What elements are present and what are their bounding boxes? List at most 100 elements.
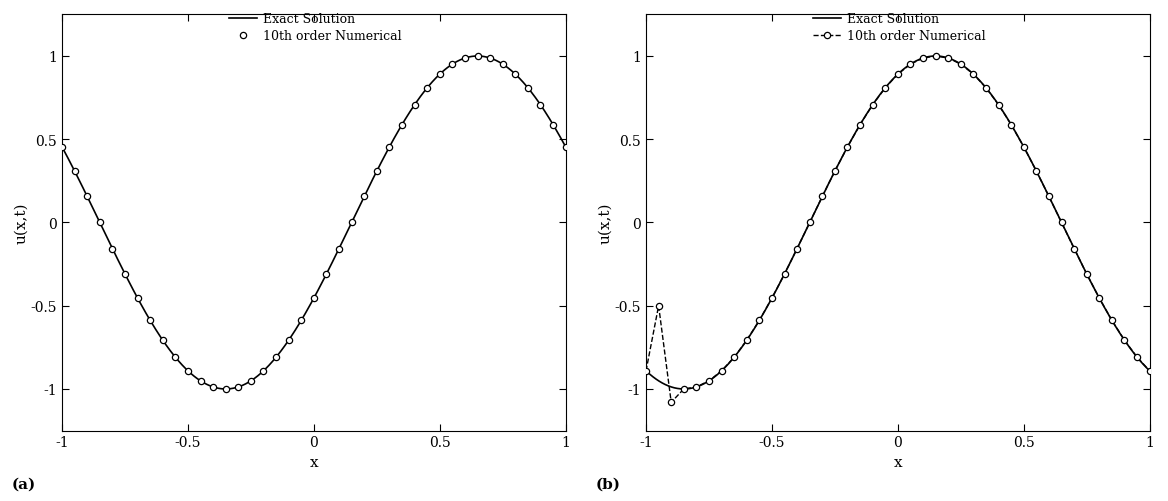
Exact Solution [639, 368, 653, 374]
10th order Numerical [916, 56, 930, 62]
10th order Numerical [676, 386, 690, 392]
10th order Numerical [458, 56, 472, 62]
10th order Numerical [815, 194, 829, 200]
Exact Solution [471, 54, 485, 60]
Line: 10th order Numerical: 10th order Numerical [642, 54, 1153, 406]
10th order Numerical [903, 62, 917, 68]
10th order Numerical [257, 368, 271, 374]
Text: (a): (a) [12, 476, 36, 490]
10th order Numerical [218, 386, 232, 392]
Exact Solution [1142, 368, 1156, 374]
Exact Solution [1133, 357, 1147, 363]
Exact Solution [356, 197, 370, 203]
10th order Numerical [307, 296, 321, 302]
10th order Numerical [521, 86, 535, 92]
10th order Numerical [739, 338, 753, 344]
Exact Solution [218, 386, 232, 392]
10th order Numerical [891, 72, 905, 78]
10th order Numerical [1118, 338, 1132, 344]
Exact Solution [929, 54, 943, 60]
10th order Numerical [1055, 220, 1069, 226]
10th order Numerical [118, 272, 132, 278]
10th order Numerical [281, 338, 296, 344]
Exact Solution [912, 57, 926, 63]
Exact Solution [549, 127, 563, 133]
10th order Numerical [558, 145, 572, 151]
Line: Exact Solution: Exact Solution [646, 57, 1149, 389]
10th order Numerical [319, 272, 333, 278]
10th order Numerical [534, 103, 548, 109]
Y-axis label: u(x,t): u(x,t) [598, 202, 612, 244]
10th order Numerical [841, 145, 855, 151]
10th order Numerical [244, 378, 258, 384]
10th order Numerical [495, 62, 509, 68]
Exact Solution [880, 84, 894, 90]
10th order Numerical [1092, 296, 1106, 302]
Exact Solution [558, 145, 572, 151]
10th order Numerical [231, 384, 245, 390]
X-axis label: x: x [310, 455, 318, 469]
10th order Numerical [168, 354, 182, 360]
Exact Solution [676, 386, 690, 392]
Exact Solution [882, 81, 896, 87]
X-axis label: x: x [894, 455, 902, 469]
10th order Numerical [357, 194, 371, 200]
10th order Numerical [471, 54, 485, 60]
10th order Numerical [1142, 368, 1156, 374]
Exact Solution [468, 54, 482, 60]
10th order Numerical [828, 169, 842, 175]
10th order Numerical [92, 220, 106, 226]
10th order Numerical [853, 122, 867, 128]
10th order Numerical [144, 318, 158, 324]
10th order Numerical [345, 220, 359, 226]
Legend: Exact Solution, 10th order Numerical: Exact Solution, 10th order Numerical [229, 13, 402, 43]
10th order Numerical [155, 338, 169, 344]
10th order Numerical [992, 103, 1006, 109]
10th order Numerical [1029, 169, 1043, 175]
10th order Numerical [715, 368, 729, 374]
10th order Numerical [105, 246, 119, 252]
10th order Numerical [206, 384, 220, 390]
10th order Numerical [294, 318, 308, 324]
10th order Numerical [181, 368, 195, 374]
Exact Solution [328, 253, 342, 259]
10th order Numerical [752, 318, 766, 324]
10th order Numerical [765, 296, 779, 302]
10th order Numerical [728, 354, 742, 360]
10th order Numerical [408, 103, 422, 109]
10th order Numerical [689, 384, 703, 390]
10th order Numerical [1017, 145, 1031, 151]
10th order Numerical [702, 378, 716, 384]
Exact Solution [296, 316, 310, 322]
10th order Numerical [878, 86, 892, 92]
10th order Numerical [966, 72, 980, 78]
10th order Numerical [1079, 272, 1093, 278]
Line: 10th order Numerical: 10th order Numerical [58, 54, 569, 392]
10th order Numerical [865, 103, 880, 109]
Line: Exact Solution: Exact Solution [62, 57, 565, 389]
10th order Numerical [508, 72, 522, 78]
10th order Numerical [790, 246, 804, 252]
10th order Numerical [194, 378, 208, 384]
10th order Numerical [652, 303, 666, 309]
10th order Numerical [332, 246, 346, 252]
Exact Solution [940, 56, 954, 62]
Y-axis label: u(x,t): u(x,t) [14, 202, 28, 244]
10th order Numerical [445, 62, 459, 68]
10th order Numerical [68, 169, 82, 175]
10th order Numerical [370, 169, 384, 175]
Exact Solution [1054, 218, 1068, 224]
Text: (b): (b) [596, 476, 620, 490]
10th order Numerical [484, 56, 498, 62]
10th order Numerical [665, 399, 679, 405]
10th order Numerical [778, 272, 792, 278]
Exact Solution [298, 311, 312, 317]
10th order Numerical [395, 122, 409, 128]
10th order Numerical [979, 86, 993, 92]
10th order Numerical [1105, 318, 1119, 324]
10th order Numerical [433, 72, 447, 78]
10th order Numerical [941, 56, 955, 62]
10th order Numerical [954, 62, 968, 68]
10th order Numerical [1042, 194, 1056, 200]
10th order Numerical [802, 220, 816, 226]
